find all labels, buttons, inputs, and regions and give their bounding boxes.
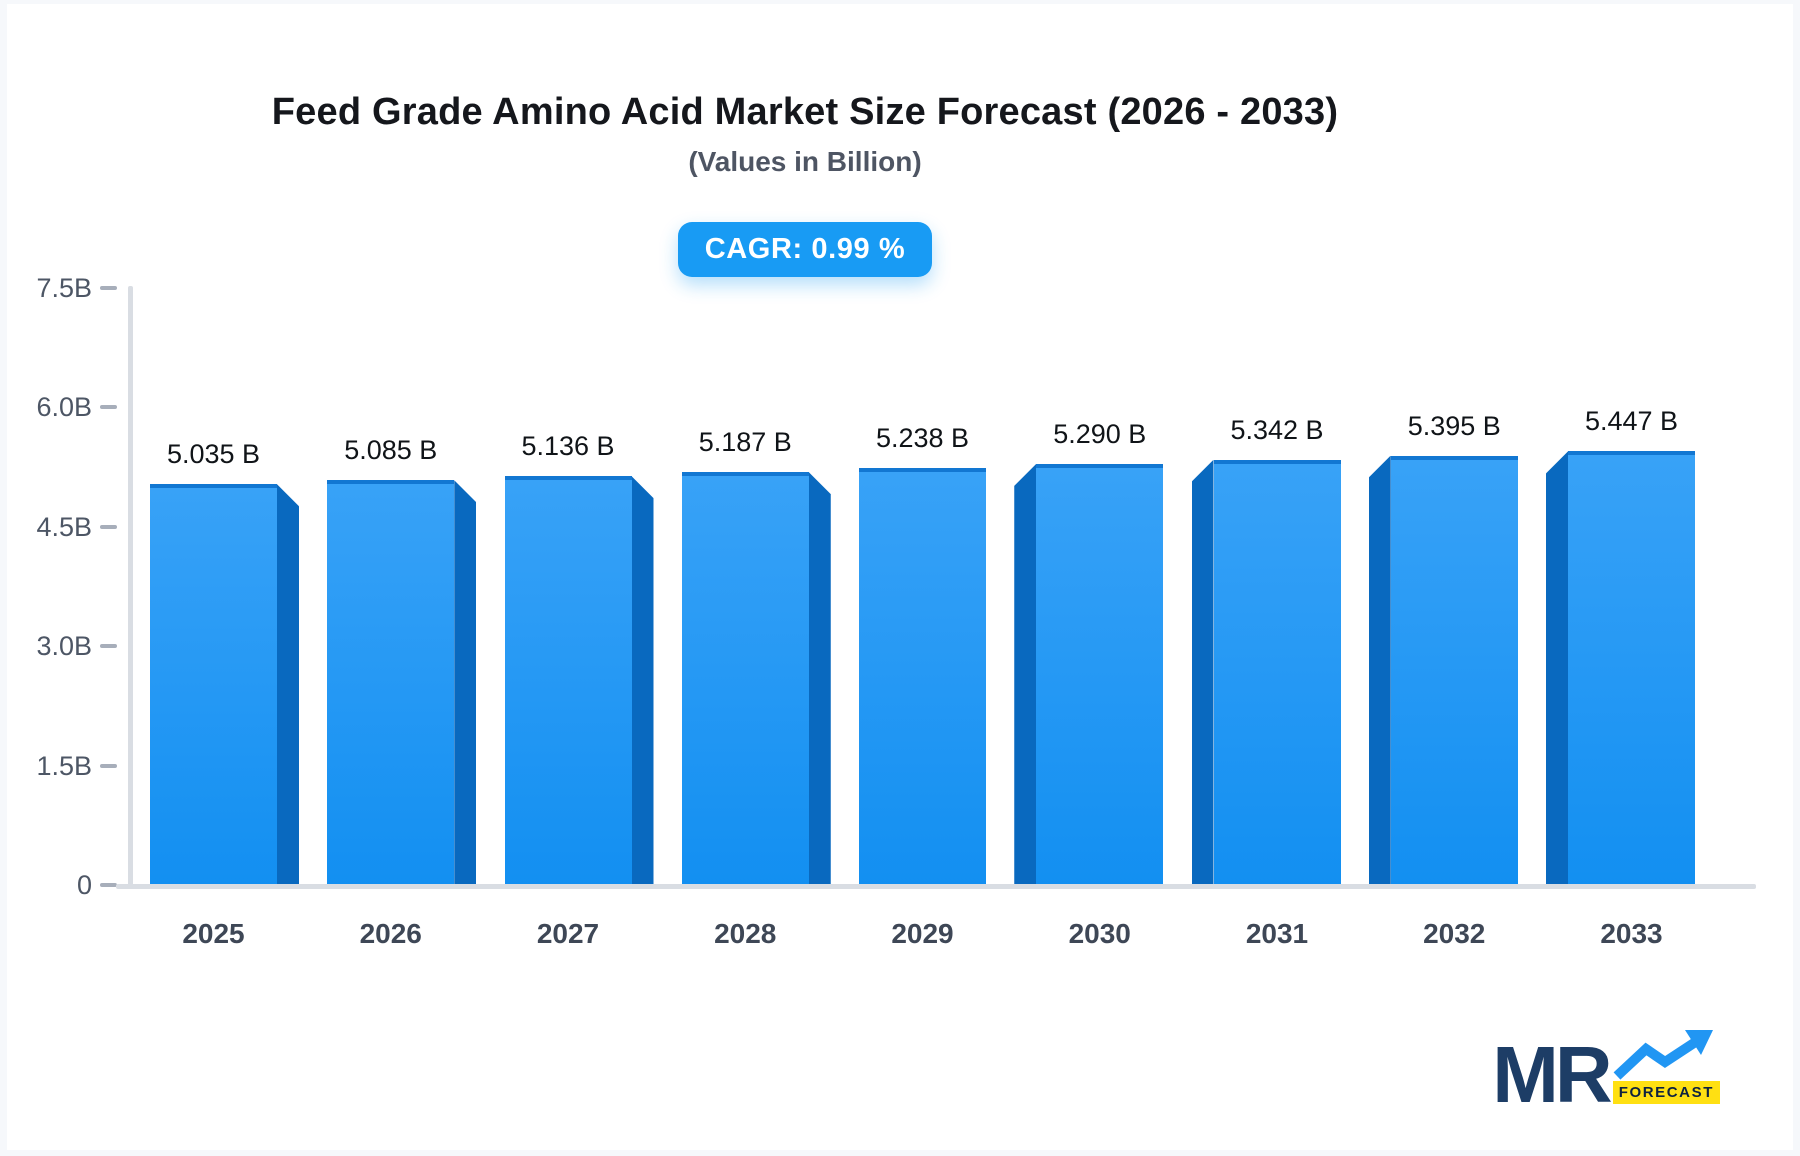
y-axis-line [128, 286, 133, 887]
bar-2029[interactable] [859, 468, 986, 889]
bar-value-label: 5.085 B [344, 435, 438, 466]
mrforecast-logo: MR FORECAST [1492, 1030, 1720, 1119]
y-tick-mark [100, 286, 117, 290]
x-axis-label-2031: 2031 [1245, 918, 1309, 949]
logo-forecast-label: FORECAST [1612, 1081, 1720, 1104]
y-tick-label: 0 [76, 870, 92, 900]
bar-2032[interactable] [1390, 455, 1518, 889]
x-axis-label-2030: 2030 [1068, 918, 1131, 949]
bar-3d-side [1014, 463, 1037, 889]
x-axis-label-2032: 2032 [1423, 918, 1486, 949]
bar-3d-side [277, 484, 299, 889]
bar-2030[interactable] [1036, 463, 1164, 889]
x-axis-baseline [116, 884, 1756, 889]
bar-2033[interactable] [1568, 451, 1695, 889]
y-tick-label: 7.5B [36, 273, 92, 303]
x-axis-label-2027: 2027 [536, 918, 600, 949]
x-axis-label-2033: 2033 [1600, 918, 1663, 949]
cagr-badge: CAGR: 0.99 % [677, 222, 933, 277]
y-tick-label: 1.5B [36, 750, 92, 781]
bar-value-label: 5.136 B [521, 431, 615, 462]
chart-header: Feed Grade Amino Acid Market Size Foreca… [0, 90, 1610, 277]
x-axis-label-2029: 2029 [891, 918, 954, 949]
logo-mr-text: MR [1492, 1030, 1612, 1119]
bar-3d-side [1368, 455, 1391, 889]
bar-3d-side [454, 480, 477, 889]
bar-value-label: 5.290 B [1053, 418, 1147, 449]
x-axis-label-2026: 2026 [359, 918, 422, 949]
bar-2025[interactable] [150, 484, 277, 889]
bar-3d-side [1546, 451, 1568, 889]
y-tick-label: 4.5B [36, 511, 92, 542]
bar-2028[interactable] [681, 472, 809, 889]
y-tick-label: 6.0B [36, 392, 92, 423]
y-tick-mark [100, 524, 117, 529]
y-tick-mark [100, 883, 117, 887]
bar-value-label: 5.035 B [166, 439, 261, 470]
chart-subtitle: (Values in Billion) [688, 146, 922, 177]
bar-3d-side [631, 476, 654, 889]
x-axis-label-2028: 2028 [714, 918, 777, 949]
y-tick-mark [100, 405, 117, 410]
bar-2027[interactable] [504, 476, 632, 889]
bar-2026[interactable] [327, 480, 455, 889]
bar-value-label: 5.447 B [1584, 406, 1679, 437]
bar-3d-side [808, 472, 831, 889]
bar-3d-side [1191, 459, 1214, 889]
x-axis-label-2025: 2025 [182, 918, 245, 949]
bar-value-label: 5.238 B [875, 423, 970, 454]
bar-value-label: 5.187 B [698, 427, 792, 458]
bar-value-label: 5.342 B [1230, 414, 1324, 445]
y-tick-label: 3.0B [36, 631, 92, 662]
chart-title: Feed Grade Amino Acid Market Size Foreca… [271, 91, 1339, 133]
trend-up-arrow-icon [1613, 1030, 1713, 1080]
y-tick-mark [100, 763, 117, 768]
bar-2031[interactable] [1213, 459, 1341, 889]
y-tick-mark [100, 644, 117, 649]
bar-value-label: 5.395 B [1407, 410, 1501, 441]
